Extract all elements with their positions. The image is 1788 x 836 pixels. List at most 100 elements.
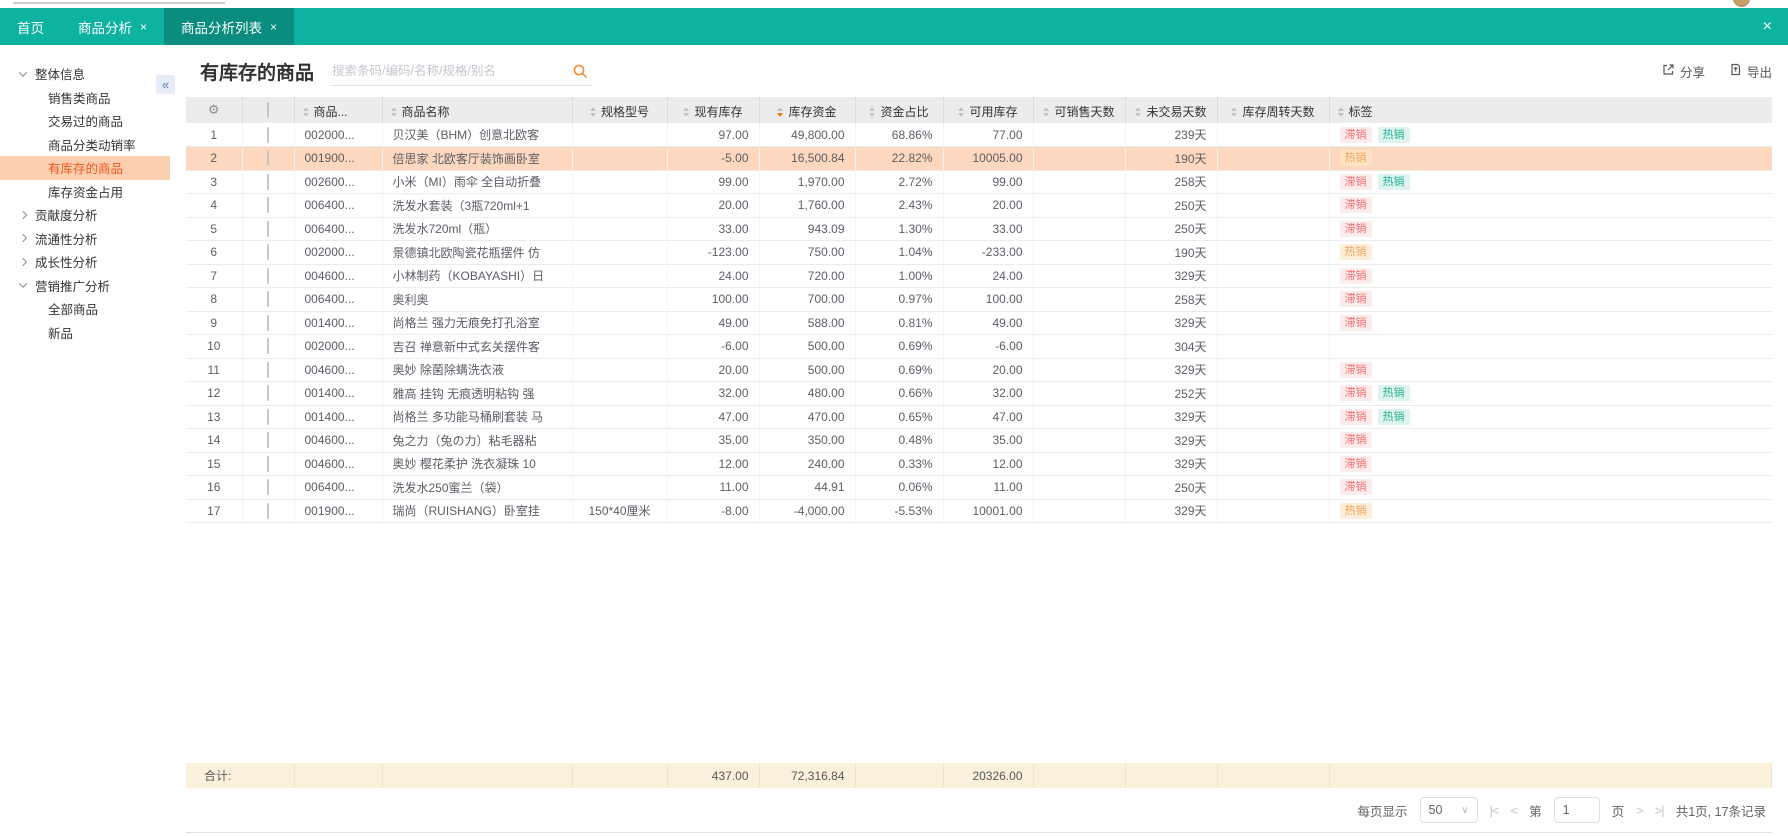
- row-checkbox[interactable]: [267, 385, 269, 402]
- column-header-qty[interactable]: 现有库存: [667, 97, 760, 123]
- row-checkbox[interactable]: [267, 502, 269, 519]
- row-checkbox[interactable]: [267, 173, 269, 190]
- tab-商品分析列表[interactable]: 商品分析列表 ×: [164, 8, 295, 45]
- table-row[interactable]: 11 004600... 奥妙 除菌除螨洗衣液 20.00 500.00 0.69% 20.…: [186, 358, 1772, 382]
- share-button[interactable]: 分享: [1662, 62, 1705, 81]
- table-row[interactable]: 16 006400... 洗发水250蜜兰（袋） 11.00 44.91 0.06% 11.…: [186, 475, 1772, 500]
- sidebar-item-有库存的商品[interactable]: 有库存的商品: [0, 156, 170, 180]
- tab-商品分析[interactable]: 商品分析 ×: [61, 8, 164, 45]
- row-checkbox[interactable]: [267, 432, 269, 449]
- column-header-code[interactable]: 商品...: [294, 97, 383, 123]
- totals-fund: 72,316.84: [759, 763, 856, 788]
- cell-fund: 750.00: [759, 240, 856, 265]
- table-row[interactable]: 14 004600... 兔之力（兔の力）粘毛器粘 35.00 350.00 0.48% 3…: [186, 428, 1772, 453]
- search-input[interactable]: [330, 62, 565, 79]
- cell-ratio: 0.66%: [855, 381, 944, 406]
- row-checkbox[interactable]: [267, 408, 269, 425]
- table-row[interactable]: 12 001400... 雅高 挂钩 无痕透明粘钩 强 32.00 480.00 0.66…: [186, 381, 1772, 406]
- tab-close-icon[interactable]: ×: [270, 19, 278, 34]
- cell-row-number: 2: [186, 146, 243, 171]
- page-number-input[interactable]: [1553, 797, 1600, 823]
- prev-page-button[interactable]: <: [1510, 802, 1519, 818]
- select-all-checkbox[interactable]: [267, 102, 269, 118]
- sort-icon[interactable]: [1337, 106, 1344, 117]
- last-page-button[interactable]: >|: [1654, 802, 1665, 818]
- close-icon[interactable]: ×: [1762, 17, 1772, 35]
- row-checkbox[interactable]: [267, 220, 269, 237]
- table-row[interactable]: 17 001900... 瑞尚（RUISHANG）卧室挂 150*40厘米 -8.00-…: [186, 499, 1772, 523]
- sidebar-item-库存资金占用[interactable]: 库存资金占用: [0, 180, 170, 204]
- sidebar-item-营销推广分析[interactable]: 营销推广分析: [0, 274, 170, 298]
- row-checkbox[interactable]: [267, 126, 269, 143]
- table-row[interactable]: 15 004600... 奥妙 樱花柔护 洗衣凝珠 10 12.00 240.00 0.3…: [186, 452, 1772, 476]
- sidebar-item-流通性分析[interactable]: 流通性分析: [0, 227, 170, 251]
- row-checkbox[interactable]: [267, 150, 269, 167]
- column-header-turnover_days[interactable]: 库存周转天数: [1217, 97, 1330, 123]
- column-header-spec[interactable]: 规格型号: [572, 97, 668, 123]
- sort-icon[interactable]: [1043, 106, 1050, 117]
- tab-close-icon[interactable]: ×: [140, 19, 148, 34]
- sidebar-item-销售类商品[interactable]: 销售类商品: [0, 86, 170, 110]
- row-checkbox[interactable]: [267, 291, 269, 308]
- sort-icon[interactable]: [1135, 106, 1142, 117]
- sort-icon[interactable]: [302, 106, 309, 117]
- sidebar-collapse-button[interactable]: «: [156, 75, 175, 94]
- search-icon[interactable]: [572, 63, 588, 79]
- table-row[interactable]: 10 002000... 吉召 禅意新中式玄关摆件客 -6.00 500.00 0.69%…: [186, 334, 1772, 359]
- sort-icon[interactable]: [390, 106, 397, 117]
- sidebar-item-贡献度分析[interactable]: 贡献度分析: [0, 203, 170, 227]
- sidebar-item-交易过的商品[interactable]: 交易过的商品: [0, 109, 170, 133]
- table-row[interactable]: 4 006400... 洗发水套装（3瓶720ml+1 20.00 1,760.00 2.…: [186, 193, 1772, 218]
- export-button[interactable]: 导出: [1729, 62, 1772, 81]
- row-checkbox[interactable]: [267, 197, 269, 214]
- column-header-no_trade_days[interactable]: 未交易天数: [1125, 97, 1218, 123]
- row-checkbox[interactable]: [267, 244, 269, 261]
- page-size-select[interactable]: 50 ∨: [1419, 797, 1478, 823]
- sort-icon[interactable]: [958, 106, 965, 117]
- column-header-fund[interactable]: 库存资金: [759, 97, 856, 123]
- sort-icon[interactable]: [589, 106, 596, 117]
- table-row[interactable]: 1 002000... 贝汉美（BHM）创意北欧客 97.00 49,800.00 68.…: [186, 123, 1772, 147]
- table-row[interactable]: 9 001400... 尚格兰 强力无痕免打孔浴室 49.00 588.00 0.81% 4…: [186, 311, 1772, 335]
- column-header-name[interactable]: 商品名称: [382, 97, 573, 123]
- table-row[interactable]: 8 006400... 奥利奥 100.00 700.00 0.97% 100.00 258天…: [186, 287, 1772, 312]
- row-checkbox[interactable]: [267, 338, 269, 355]
- sort-icon[interactable]: [869, 106, 876, 117]
- column-header-settings[interactable]: ⚙: [186, 97, 243, 123]
- table-row[interactable]: 13 001400... 尚格兰 多功能马桶刷套装 马 47.00 470.00 0.65…: [186, 405, 1772, 429]
- column-header-avail[interactable]: 可用库存: [943, 97, 1034, 123]
- table-row[interactable]: 2 001900... 倍思家 北欧客厅装饰画卧室 -5.00 16,500.84 22.…: [186, 146, 1772, 171]
- next-page-button[interactable]: >: [1636, 802, 1644, 818]
- avatar[interactable]: [1733, 0, 1750, 7]
- sidebar-item-商品分类动销率[interactable]: 商品分类动销率: [0, 133, 170, 157]
- table-row[interactable]: 5 006400... 洗发水720ml（瓶） 33.00 943.09 1.30% 33.…: [186, 217, 1772, 241]
- sidebar-item-新品[interactable]: 新品: [0, 321, 170, 345]
- cell-avail: 20.00: [943, 358, 1034, 382]
- tab-首页[interactable]: 首页: [0, 8, 61, 45]
- gear-icon[interactable]: ⚙: [207, 102, 220, 117]
- row-checkbox[interactable]: [267, 361, 269, 378]
- row-checkbox[interactable]: [267, 314, 269, 331]
- sidebar-item-整体信息[interactable]: 整体信息: [0, 62, 170, 86]
- sidebar-item-成长性分析[interactable]: 成长性分析: [0, 250, 170, 274]
- cell-name: 奥妙 樱花柔护 洗衣凝珠 10: [382, 452, 573, 476]
- sort-icon[interactable]: [1231, 106, 1238, 117]
- row-checkbox[interactable]: [267, 479, 269, 496]
- table-row[interactable]: 7 004600... 小林制药（KOBAYASHI）日 24.00 720.00 1.0…: [186, 264, 1772, 288]
- row-checkbox[interactable]: [267, 455, 269, 472]
- first-page-button[interactable]: |<: [1489, 802, 1500, 818]
- cell-tags: 滞销 热销: [1329, 381, 1772, 406]
- column-header-tags[interactable]: 标签: [1329, 97, 1772, 123]
- cell-code: 002600...: [294, 170, 383, 194]
- column-header-sell_days[interactable]: 可销售天数: [1033, 97, 1126, 123]
- table-row[interactable]: 6 002000... 景德镇北欧陶瓷花瓶摆件 仿 -123.00 750.00 1.04…: [186, 240, 1772, 265]
- sort-icon[interactable]: [777, 106, 784, 117]
- row-checkbox[interactable]: [267, 267, 269, 284]
- column-header-select-all[interactable]: [242, 97, 295, 123]
- sort-icon[interactable]: [683, 106, 690, 117]
- sidebar-item-全部商品[interactable]: 全部商品: [0, 297, 170, 321]
- cell-checkbox: [242, 170, 295, 194]
- column-header-ratio[interactable]: 资金占比: [855, 97, 944, 123]
- cell-sell_days: [1033, 334, 1126, 359]
- table-row[interactable]: 3 002600... 小米（MI）雨伞 全自动折叠 99.00 1,970.00 2.7…: [186, 170, 1772, 194]
